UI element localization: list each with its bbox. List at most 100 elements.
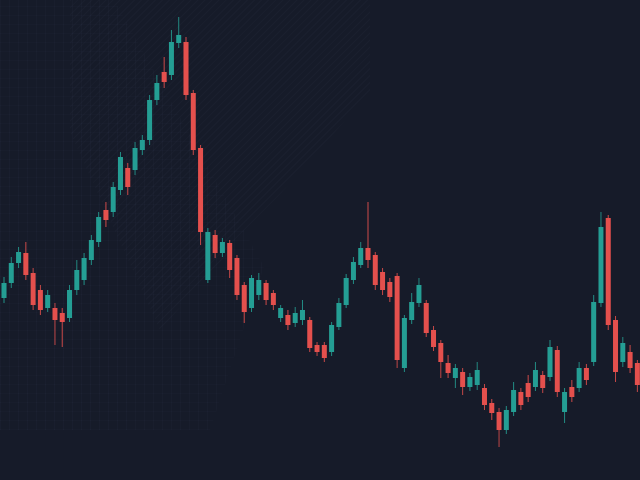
- candle-up[interactable]: [8, 257, 14, 288]
- candle-down[interactable]: [569, 380, 575, 402]
- candle-down[interactable]: [23, 242, 29, 280]
- candle-up[interactable]: [452, 364, 458, 388]
- candle-down[interactable]: [314, 342, 320, 356]
- candle-up[interactable]: [16, 247, 22, 268]
- candle-up[interactable]: [110, 182, 116, 217]
- candle-down[interactable]: [380, 268, 386, 295]
- candle-up[interactable]: [278, 305, 284, 322]
- candle-down[interactable]: [59, 308, 65, 347]
- candle-up[interactable]: [147, 95, 153, 145]
- candle-up[interactable]: [117, 152, 123, 195]
- candle-up[interactable]: [620, 337, 626, 367]
- candle-down[interactable]: [52, 303, 58, 345]
- candle-up[interactable]: [88, 235, 94, 265]
- candle-up[interactable]: [299, 300, 305, 325]
- candle-down[interactable]: [103, 202, 109, 227]
- candle-down[interactable]: [540, 371, 546, 393]
- candle-up[interactable]: [67, 285, 73, 322]
- candle-up[interactable]: [176, 17, 182, 48]
- candle-up[interactable]: [591, 295, 597, 366]
- candle-body: [23, 253, 29, 275]
- candle-down[interactable]: [438, 340, 444, 378]
- candle-down[interactable]: [496, 408, 502, 447]
- candle-up[interactable]: [409, 293, 415, 324]
- candle-body: [154, 83, 160, 100]
- candle-up[interactable]: [132, 142, 138, 175]
- candle-up[interactable]: [547, 340, 553, 381]
- candle-down[interactable]: [30, 268, 36, 310]
- candle-down[interactable]: [234, 255, 240, 300]
- candle-up[interactable]: [416, 278, 422, 307]
- candle-body: [350, 262, 356, 280]
- candle-up[interactable]: [503, 406, 509, 434]
- candle-up[interactable]: [168, 30, 174, 80]
- candle-up[interactable]: [329, 322, 335, 356]
- candle-up[interactable]: [96, 212, 102, 247]
- candle-up[interactable]: [343, 274, 349, 308]
- candle-wick: [178, 17, 180, 48]
- candle-body: [380, 272, 386, 290]
- candle-down[interactable]: [634, 360, 640, 392]
- candle-down[interactable]: [190, 90, 196, 155]
- candle-down[interactable]: [423, 300, 429, 337]
- candle-down[interactable]: [394, 273, 400, 368]
- candle-down[interactable]: [460, 368, 466, 395]
- candle-body: [365, 248, 371, 260]
- candle-down[interactable]: [125, 163, 131, 195]
- candle-down[interactable]: [605, 215, 611, 330]
- candle-up[interactable]: [256, 273, 262, 300]
- candle-down[interactable]: [227, 240, 233, 278]
- candle-up[interactable]: [74, 260, 80, 295]
- candle-down[interactable]: [241, 282, 247, 323]
- candle-down[interactable]: [489, 399, 495, 420]
- candle-up[interactable]: [336, 298, 342, 330]
- candle-body: [423, 303, 429, 333]
- candle-down[interactable]: [554, 346, 560, 397]
- candle-down[interactable]: [481, 384, 487, 410]
- candle-up[interactable]: [292, 307, 298, 327]
- candle-up[interactable]: [401, 315, 407, 372]
- candle-up[interactable]: [81, 253, 87, 285]
- candle-down[interactable]: [212, 230, 218, 258]
- candle-down[interactable]: [365, 202, 371, 268]
- candle-up[interactable]: [358, 242, 364, 268]
- candle-down[interactable]: [37, 285, 43, 315]
- candle-down[interactable]: [387, 278, 393, 302]
- candle-down[interactable]: [321, 342, 327, 362]
- candle-up[interactable]: [576, 362, 582, 392]
- candle-down[interactable]: [613, 316, 619, 382]
- candle-down[interactable]: [445, 355, 451, 378]
- candle-down[interactable]: [285, 310, 291, 330]
- candle-down[interactable]: [198, 145, 204, 245]
- candle-down[interactable]: [270, 290, 276, 310]
- candle-body: [562, 392, 568, 412]
- candle-down[interactable]: [263, 280, 269, 305]
- candle-down[interactable]: [518, 388, 524, 410]
- candle-down[interactable]: [307, 317, 313, 352]
- candle-body: [227, 243, 233, 270]
- candle-up[interactable]: [249, 275, 255, 312]
- candle-down[interactable]: [525, 375, 531, 402]
- candle-up[interactable]: [350, 257, 356, 284]
- candle-down[interactable]: [627, 345, 633, 373]
- candle-down[interactable]: [161, 57, 167, 88]
- candle-down[interactable]: [583, 364, 589, 385]
- candle-body: [321, 345, 327, 358]
- candle-up[interactable]: [1, 277, 7, 303]
- candle-up[interactable]: [474, 362, 480, 390]
- candle-up[interactable]: [532, 362, 538, 391]
- candle-down[interactable]: [372, 252, 378, 290]
- candle-up[interactable]: [45, 290, 51, 312]
- candle-up[interactable]: [154, 75, 160, 105]
- candle-up[interactable]: [219, 238, 225, 257]
- candle-up[interactable]: [205, 228, 211, 283]
- candle-up[interactable]: [598, 212, 604, 307]
- candle-up[interactable]: [139, 135, 145, 155]
- candle-down[interactable]: [431, 326, 437, 351]
- candle-up[interactable]: [467, 373, 473, 391]
- candle-up[interactable]: [511, 382, 517, 416]
- candle-down[interactable]: [183, 37, 189, 100]
- candle-up[interactable]: [562, 388, 568, 423]
